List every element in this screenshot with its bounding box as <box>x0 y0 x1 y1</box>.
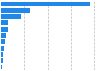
Bar <box>1 27 8 32</box>
Bar <box>1 33 6 38</box>
Bar <box>1 8 30 13</box>
Bar <box>1 1 90 6</box>
Bar <box>1 39 5 44</box>
Bar <box>1 58 3 63</box>
Bar <box>1 52 3 57</box>
Bar <box>1 20 8 25</box>
Bar <box>1 14 21 19</box>
Bar <box>1 65 2 70</box>
Bar <box>1 46 4 51</box>
